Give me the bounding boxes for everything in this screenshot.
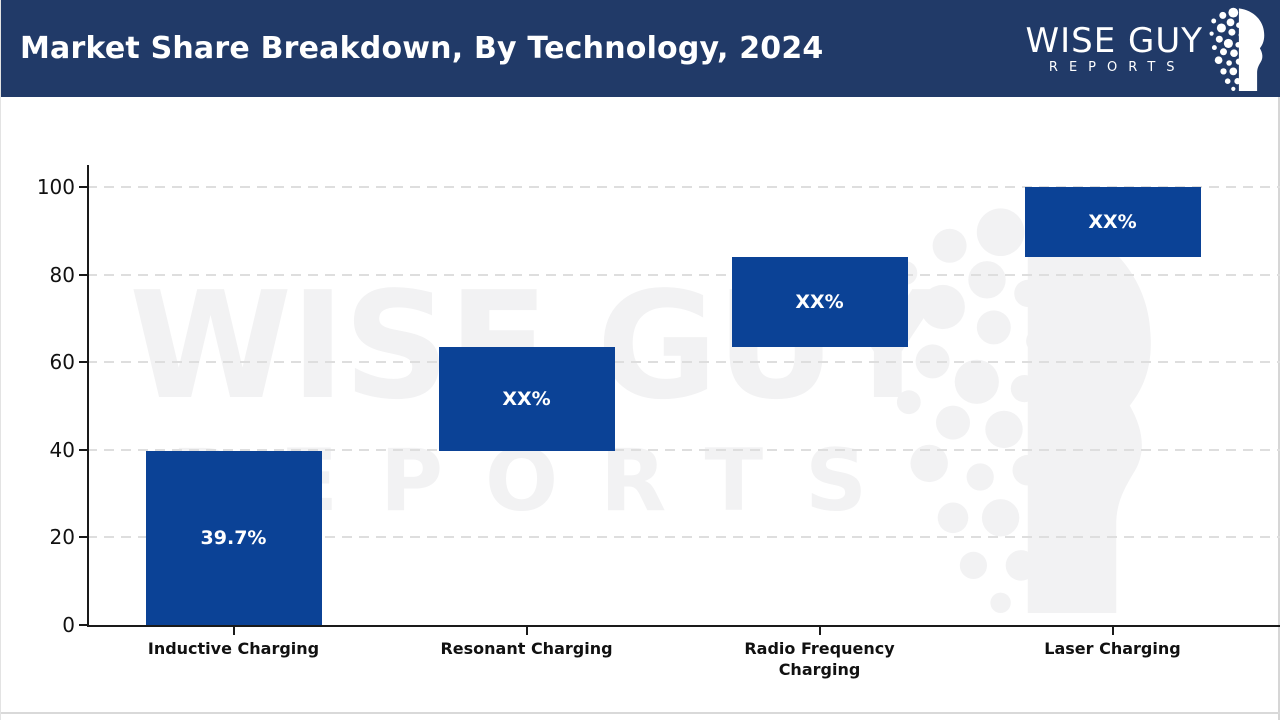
y-tick-label-100: 100 — [36, 175, 75, 199]
y-tick-label-0: 0 — [62, 613, 75, 637]
y-tick-label-20: 20 — [49, 525, 75, 550]
y-tick-100 — [79, 186, 87, 188]
logo-wordmark: WISE GUY REPORTS — [1025, 24, 1203, 74]
bar-label-0: 39.7% — [200, 527, 267, 550]
bar-0 — [145, 451, 322, 625]
bar-3 — [1024, 187, 1201, 258]
header-bar: Market Share Breakdown, By Technology, 2… — [1, 0, 1280, 97]
y-tick-20 — [79, 536, 87, 539]
gridline-20 — [87, 536, 1280, 539]
logo-subname: REPORTS — [1048, 59, 1186, 75]
y-tick-80 — [79, 273, 87, 276]
bar-1 — [438, 346, 615, 452]
y-tick-40 — [79, 448, 87, 451]
gridline-40 — [87, 448, 1280, 451]
y-tick-60 — [79, 361, 87, 364]
bar-label-3: XX% — [1088, 211, 1137, 234]
y-tick-label-40: 40 — [49, 437, 75, 462]
x-tick-label-0: Inductive Charging — [147, 639, 320, 658]
bar-label-1: XX% — [502, 387, 551, 410]
logo-face-icon — [1197, 7, 1271, 91]
gridline-60 — [87, 361, 1280, 364]
bar-label-2: XX% — [795, 290, 844, 313]
x-axis-spine — [87, 625, 1280, 627]
x-tick-0 — [232, 627, 235, 635]
bar-2 — [731, 257, 908, 347]
y-tick-label-60: 60 — [49, 350, 75, 375]
y-tick-0 — [79, 624, 87, 626]
y-tick-label-80: 80 — [49, 262, 75, 287]
x-tick-2 — [818, 627, 821, 635]
y-axis-spine — [87, 165, 89, 627]
x-tick-label-1: Resonant Charging — [440, 639, 613, 658]
gridline-80 — [87, 273, 1280, 276]
x-tick-label-3: Laser Charging — [1044, 639, 1181, 658]
bottom-divider — [1, 712, 1280, 714]
x-tick-label-2: Radio Frequency Charging — [744, 639, 895, 679]
page-title: Market Share Breakdown, By Technology, 2… — [20, 31, 824, 66]
gridline-100 — [87, 186, 1280, 188]
x-tick-1 — [525, 627, 528, 635]
logo-name: WISE GUY — [1025, 20, 1203, 61]
x-tick-3 — [1111, 627, 1114, 635]
logo: WISE GUY REPORTS — [1025, 7, 1271, 91]
